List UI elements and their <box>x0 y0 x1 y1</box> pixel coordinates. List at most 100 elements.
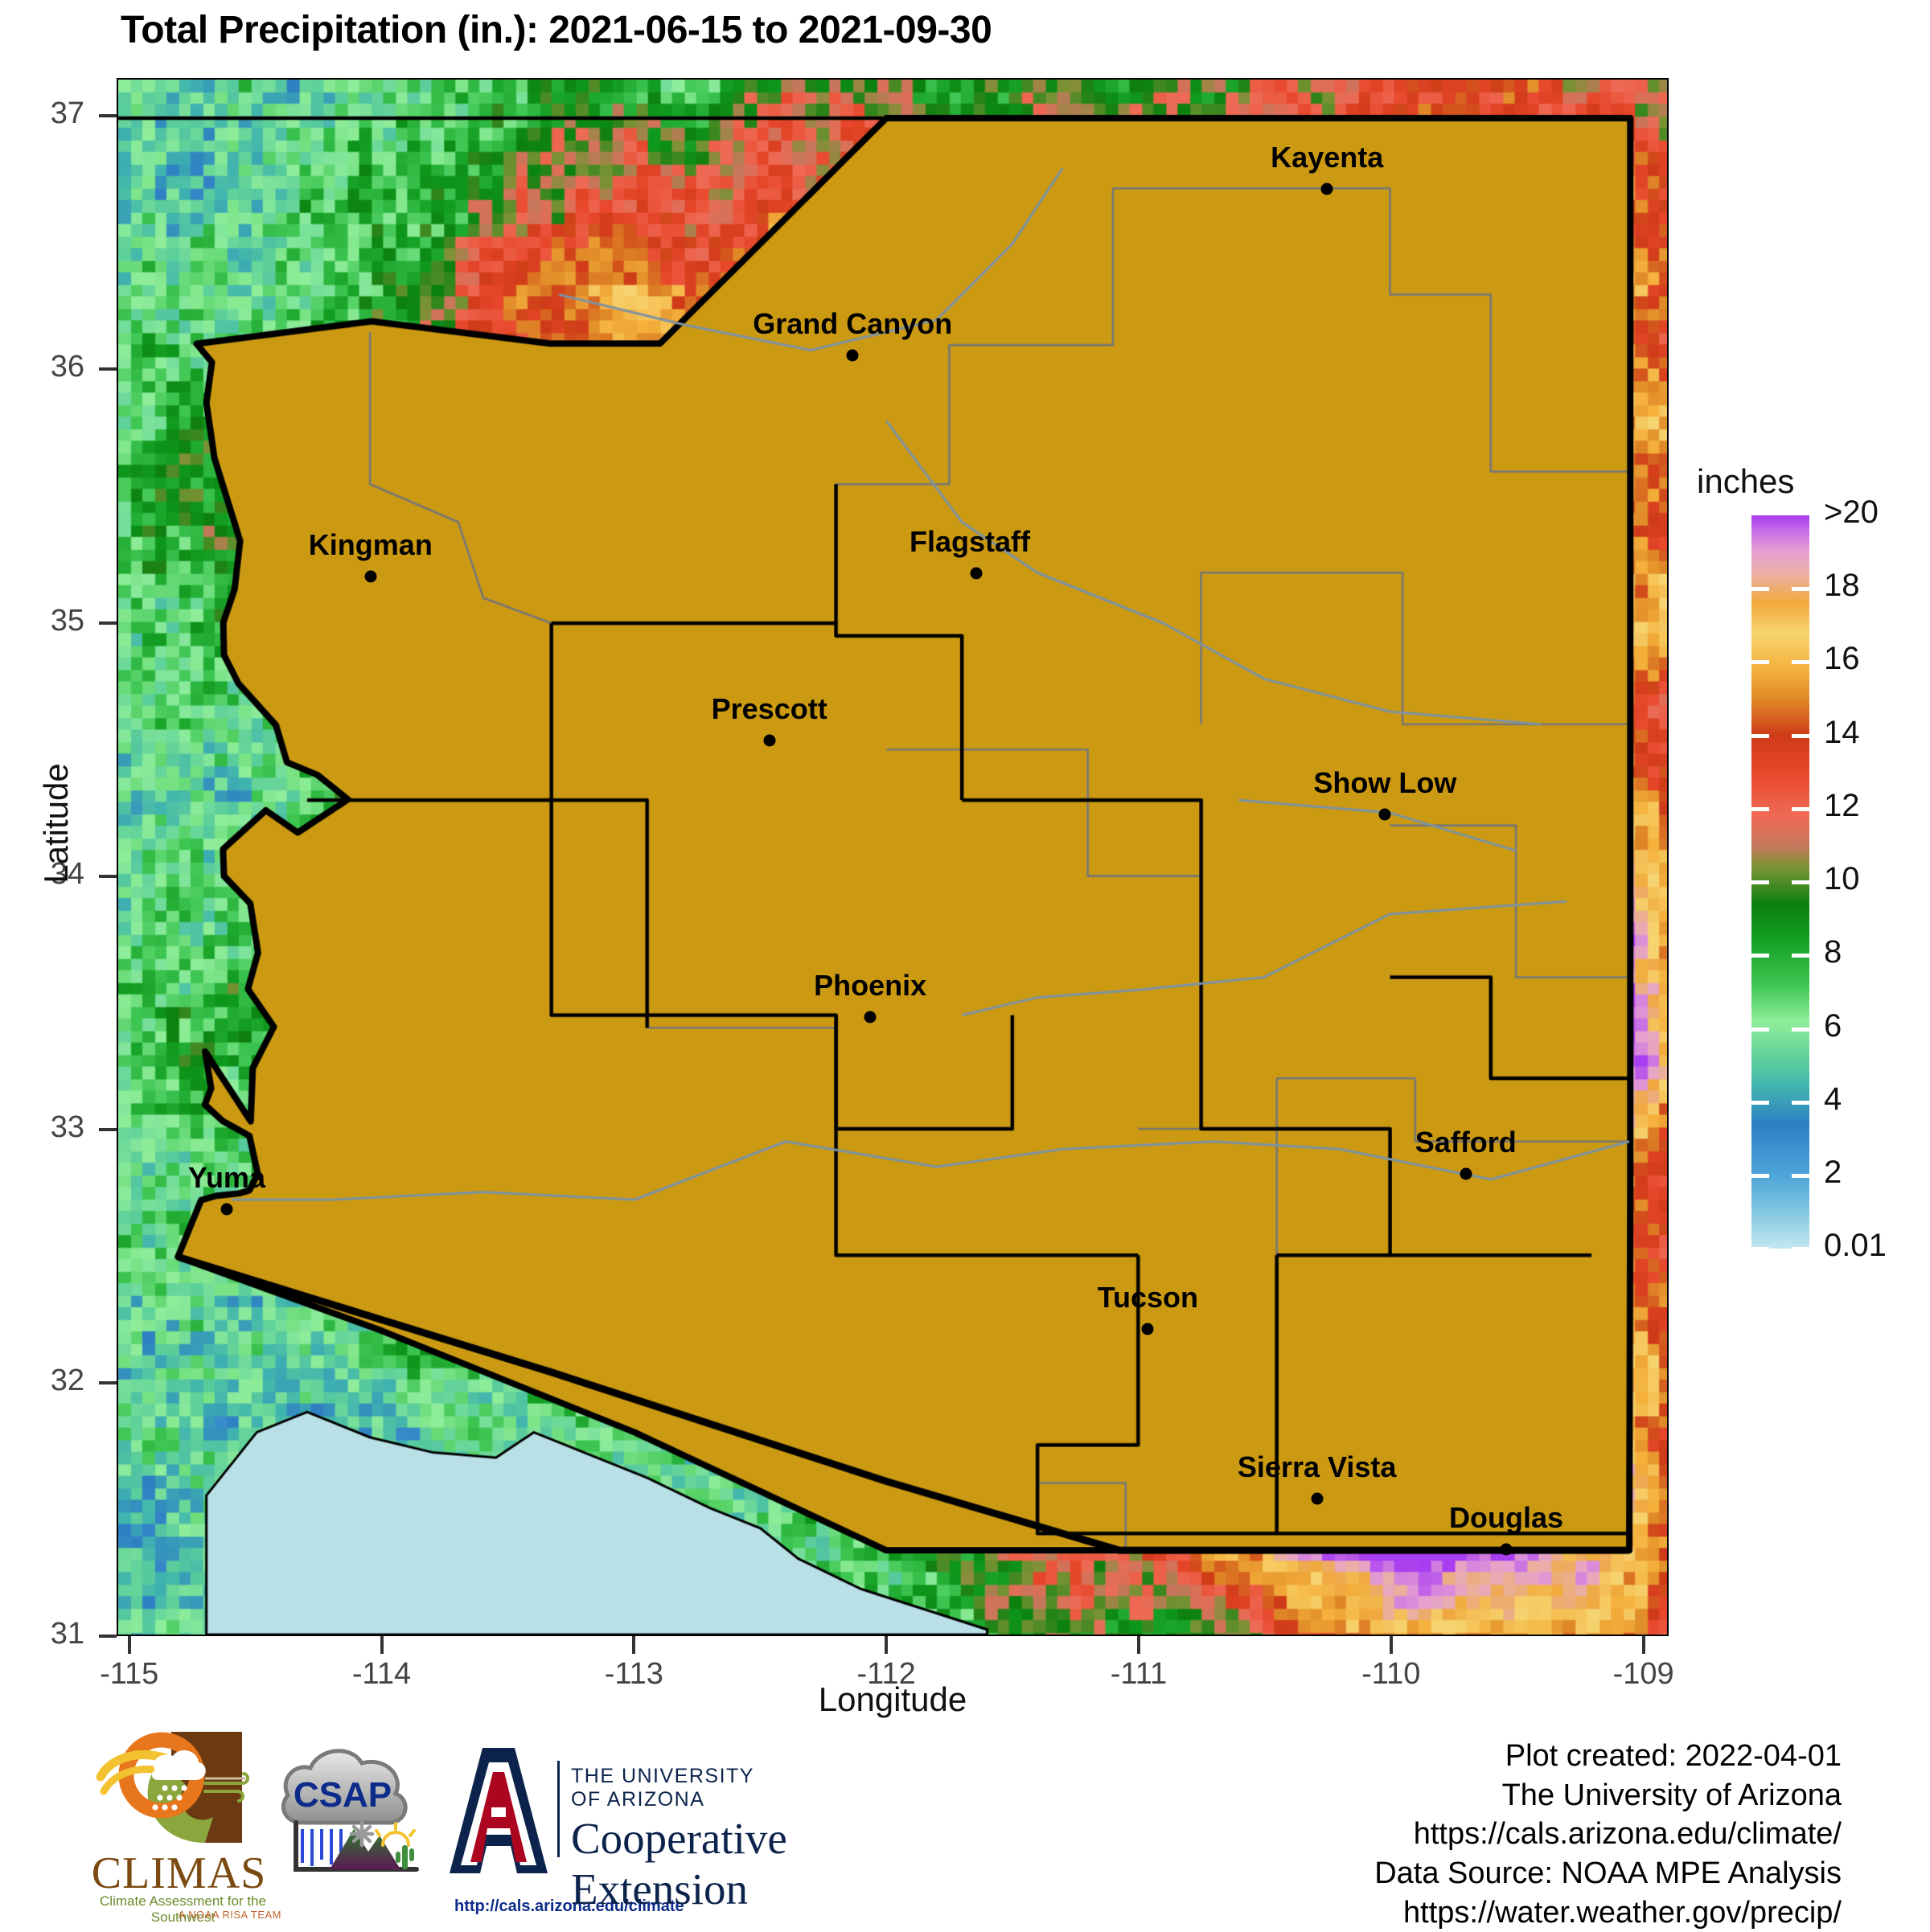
city-dot <box>1311 1492 1323 1504</box>
city-label: Grand Canyon <box>753 307 952 341</box>
y-tick-label: 35 <box>12 604 84 638</box>
colorbar-tick <box>1751 1101 1769 1105</box>
x-axis-label: Longitude <box>692 1680 1094 1719</box>
colorbar-label: 18 <box>1824 568 1860 604</box>
x-tick-mark <box>380 1636 384 1654</box>
city-label: Flagstaff <box>910 525 1030 559</box>
y-tick-mark <box>99 621 117 625</box>
colorbar-tick <box>1751 660 1769 664</box>
city-dot <box>1379 808 1391 820</box>
city-label: Sierra Vista <box>1238 1450 1396 1484</box>
city-dot <box>1460 1168 1472 1180</box>
y-tick-label: 33 <box>12 1110 84 1145</box>
colorbar-tick <box>1792 660 1809 664</box>
csap-cloud-icon: CSAP <box>273 1733 422 1893</box>
x-tick-label: -115 <box>49 1657 210 1692</box>
ua-line-1: THE UNIVERSITY OF ARIZONA <box>571 1765 787 1811</box>
city-label: Kayenta <box>1271 141 1383 174</box>
colorbar-label: 16 <box>1824 641 1860 677</box>
arizona-a-icon <box>446 1745 551 1877</box>
city-label: Douglas <box>1449 1501 1563 1535</box>
y-tick-mark <box>99 1381 117 1384</box>
x-tick-label: -113 <box>553 1657 714 1692</box>
x-tick-mark <box>1137 1636 1140 1654</box>
colorbar-tick <box>1751 1028 1769 1032</box>
colorbar-title: inches <box>1697 462 1794 501</box>
x-tick-mark <box>128 1636 131 1654</box>
y-tick-mark <box>99 367 117 371</box>
colorbar-label: 6 <box>1824 1008 1842 1044</box>
cooperative-extension-wordmark: THE UNIVERSITY OF ARIZONA Cooperative Ex… <box>571 1765 787 1914</box>
x-tick-label: -109 <box>1563 1657 1724 1692</box>
colorbar-label: 8 <box>1824 934 1842 970</box>
arizona-logo <box>446 1745 551 1877</box>
footer-line: Plot created: 2022-04-01 <box>1374 1737 1842 1776</box>
y-tick-mark <box>99 875 117 878</box>
y-tick-mark <box>99 114 117 117</box>
city-dot <box>763 735 775 747</box>
colorbar-tick <box>1751 734 1769 738</box>
x-tick-mark <box>1390 1636 1393 1654</box>
x-tick-mark <box>632 1636 635 1654</box>
colorbar-tick <box>1751 954 1769 958</box>
y-tick-label: 37 <box>12 96 84 131</box>
colorbar-tick <box>1751 1247 1769 1251</box>
colorbar-label: 14 <box>1824 715 1860 751</box>
y-axis-label: Latitude <box>37 719 76 928</box>
colorbar-tick <box>1792 1101 1809 1105</box>
colorbar-tick <box>1792 734 1809 738</box>
x-tick-mark <box>1642 1636 1645 1654</box>
colorbar-label: 10 <box>1824 861 1860 897</box>
climas-risa-tag: A NOAA RISA TEAM <box>84 1909 281 1921</box>
colorbar-tick <box>1792 807 1809 811</box>
x-tick-mark <box>885 1636 888 1654</box>
climas-wordmark: CLIMAS <box>84 1848 273 1899</box>
colorbar-label: 2 <box>1824 1155 1842 1191</box>
colorbar-label: >20 <box>1824 494 1879 531</box>
city-label: Kingman <box>309 528 433 562</box>
city-label: Prescott <box>712 692 827 726</box>
city-label: Yuma <box>188 1161 265 1195</box>
colorbar-tick <box>1792 587 1809 591</box>
colorbar-tick <box>1792 954 1809 958</box>
city-label: Tucson <box>1098 1281 1198 1315</box>
logo-divider <box>557 1761 560 1857</box>
city-dot <box>864 1011 877 1023</box>
city-dot <box>970 568 982 580</box>
colorbar-tick <box>1792 880 1809 884</box>
csap-logo: CSAP http://cals.arizo <box>273 1733 422 1905</box>
csap-wordmark: CSAP <box>294 1775 392 1815</box>
page-title: Total Precipitation (in.): 2021-06-15 to… <box>121 8 992 52</box>
footer-line: The University of Arizona <box>1374 1776 1842 1815</box>
colorbar-label: 0.01 <box>1824 1228 1887 1264</box>
city-dot <box>1321 183 1333 195</box>
y-tick-mark <box>99 1128 117 1131</box>
city-dot <box>847 350 859 362</box>
precipitation-map[interactable]: Kayenta Grand Canyon Kingman Flagstaff Presc… <box>117 78 1669 1636</box>
colorbar-label: 12 <box>1824 788 1860 824</box>
footer-line: https://water.weather.gov/precip/ <box>1374 1893 1842 1932</box>
city-label: Phoenix <box>814 969 926 1003</box>
city-dot <box>364 570 376 582</box>
colorbar-tick <box>1792 1174 1809 1178</box>
colorbar-tick <box>1751 1174 1769 1178</box>
footer-line: Data Source: NOAA MPE Analysis <box>1374 1854 1842 1893</box>
y-tick-label: 32 <box>12 1364 84 1398</box>
climas-logo: CLIMAS Climate Assessment for the Southw… <box>84 1729 257 1909</box>
ua-line-2: Cooperative Extension <box>571 1813 787 1914</box>
colorbar-tick <box>1792 1028 1809 1032</box>
x-tick-label: -110 <box>1311 1657 1472 1692</box>
x-tick-label: -114 <box>302 1657 462 1692</box>
city-dot <box>1501 1543 1513 1555</box>
footer-line: https://cals.arizona.edu/climate/ <box>1374 1815 1842 1854</box>
climas-mark-icon <box>84 1729 257 1849</box>
city-dot <box>220 1204 232 1216</box>
y-tick-label: 36 <box>12 350 84 384</box>
colorbar-tick <box>1751 880 1769 884</box>
y-tick-label: 31 <box>12 1617 84 1651</box>
y-tick-mark <box>99 1635 117 1638</box>
city-dot <box>1142 1323 1154 1335</box>
colorbar-tick <box>1751 807 1769 811</box>
colorbar-tick <box>1751 587 1769 591</box>
